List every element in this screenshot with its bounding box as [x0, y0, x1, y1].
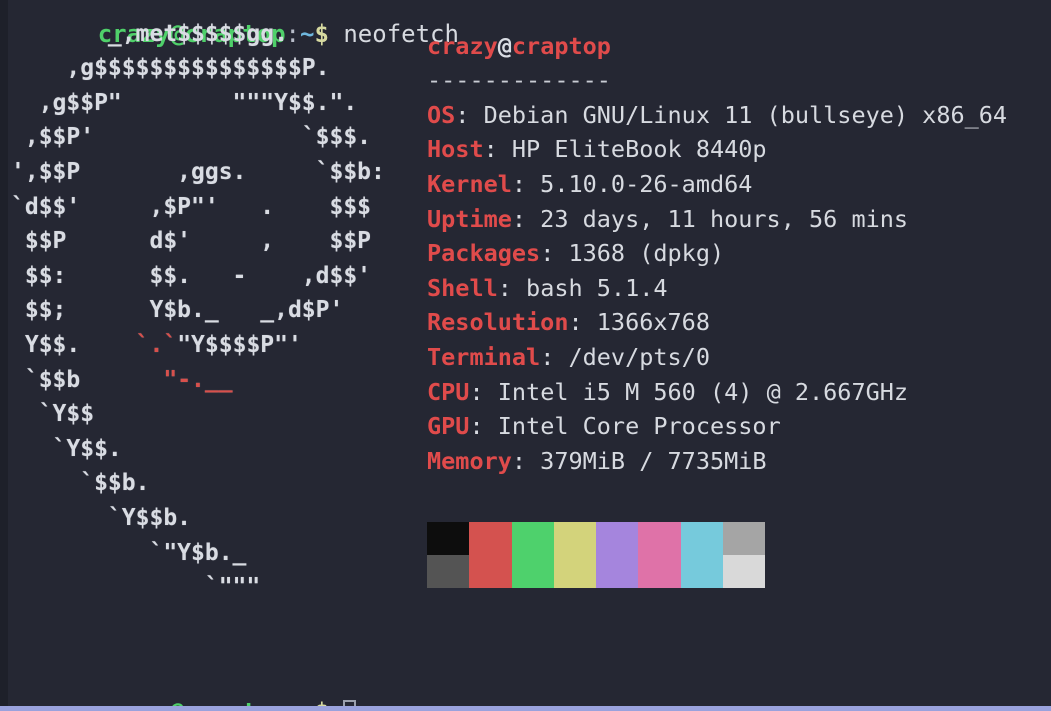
neofetch-output: _,met$$$$$gg. ,g$$$$$$$$$$$$$$$P. ,g$$P"…	[0, 17, 1051, 612]
ascii-art-line: ,g$$$$$$$$$$$$$$$P.	[11, 55, 330, 82]
info-value: : 23 days, 11 hours, 56 mins	[511, 204, 909, 233]
info-row: CPU: Intel i5 M 560 (4) @ 2.667GHz	[427, 375, 1047, 410]
info-value: : HP EliteBook 8440p	[483, 135, 767, 164]
ascii-art-line: `Y$$.	[11, 435, 122, 462]
ascii-art-line: `d$$' ,$P"' . $$$	[11, 193, 372, 220]
ascii-art-line: ',$$P ,ggs. `$$b:	[11, 158, 385, 185]
info-value: : Intel Core Processor	[469, 412, 781, 441]
palette-swatch-normal-1	[469, 521, 512, 555]
info-header-host: craptop	[511, 31, 611, 60]
bottom-prompt-colon: :	[286, 698, 300, 706]
palette-swatch-normal-3	[553, 521, 596, 555]
ascii-art-line: $$; Y$b._ _,d$P'	[11, 297, 344, 324]
palette-swatch-bright-5	[638, 554, 681, 588]
info-key: Host	[427, 135, 484, 164]
palette-swatch-normal-2	[511, 521, 554, 555]
info-row: Memory: 379MiB / 7735MiB	[427, 444, 1047, 479]
ascii-art-line: $$P d$' , $$P	[11, 228, 372, 255]
terminal-left-gutter	[0, 0, 8, 706]
bottom-prompt-dollar: $	[314, 698, 328, 706]
info-value: : Debian GNU/Linux 11 (bullseye) x86_64	[455, 100, 1008, 129]
color-palette-block	[427, 521, 765, 588]
bottom-prompt-user-host: crazy@craptop	[98, 698, 286, 706]
info-key: Packages	[427, 239, 541, 268]
info-row: Shell: bash 5.1.4	[427, 271, 1047, 306]
info-rows: OS: Debian GNU/Linux 11 (bullseye) x86_6…	[427, 98, 1047, 479]
info-row: Host: HP EliteBook 8440p	[427, 132, 1047, 167]
palette-swatch-bright-7	[722, 554, 765, 588]
info-row: GPU: Intel Core Processor	[427, 409, 1047, 444]
entered-command: neofetch	[343, 19, 459, 48]
ascii-art-line: `Y$$b.	[11, 504, 192, 531]
palette-swatch-normal-0	[427, 521, 470, 555]
info-key: Memory	[427, 446, 512, 475]
info-rule: -------------	[427, 63, 1047, 98]
ascii-art-line: `"Y$b._	[11, 539, 247, 566]
info-header: crazy@craptop	[427, 29, 1047, 64]
palette-swatch-bright-3	[553, 554, 596, 588]
ascii-art-line: `$$b "-.__	[11, 366, 233, 393]
ascii-art-line: _,met$$$$$gg.	[11, 20, 288, 47]
ascii-art-line: $$: $$. - ,d$$'	[11, 262, 372, 289]
bottom-prompt-line[interactable]: crazy@craptop:~$	[0, 660, 357, 706]
info-key: Resolution	[427, 308, 569, 337]
palette-swatch-normal-4	[596, 521, 639, 555]
palette-swatch-normal-5	[638, 521, 681, 555]
info-value: : 379MiB / 7735MiB	[511, 446, 767, 475]
prompt-colon: :	[285, 19, 300, 48]
info-row: Packages: 1368 (dpkg)	[427, 236, 1047, 271]
info-value: : 1368 (dpkg)	[540, 239, 725, 268]
ascii-art-line: `$$b.	[11, 470, 150, 497]
ascii-art-block: _,met$$$$$gg. ,g$$$$$$$$$$$$$$$P. ,g$$P"…	[11, 17, 421, 605]
info-value: : Intel i5 M 560 (4) @ 2.667GHz	[469, 377, 909, 406]
prompt-user-host: crazy@craptop	[97, 19, 286, 48]
info-row: Uptime: 23 days, 11 hours, 56 mins	[427, 202, 1047, 237]
palette-swatch-normal-6	[680, 521, 723, 555]
palette-swatch-bright-6	[680, 554, 723, 588]
info-key: Terminal	[427, 343, 541, 372]
ascii-art-line: `Y$$	[11, 401, 95, 428]
info-rule-text: -------------	[427, 66, 611, 95]
prompt-dollar: $	[314, 19, 329, 48]
info-key: Uptime	[427, 204, 512, 233]
info-row: OS: Debian GNU/Linux 11 (bullseye) x86_6…	[427, 98, 1047, 133]
palette-swatch-bright-4	[596, 554, 639, 588]
info-row: Kernel: 5.10.0-26-amd64	[427, 167, 1047, 202]
palette-swatch-bright-2	[511, 554, 554, 588]
info-row: Resolution: 1366x768	[427, 305, 1047, 340]
info-key: OS	[427, 100, 456, 129]
info-row: Terminal: /dev/pts/0	[427, 340, 1047, 375]
text-cursor[interactable]	[343, 699, 357, 706]
info-value: : bash 5.1.4	[497, 273, 668, 302]
command-prompt-line: crazy@craptop:~$ neofetch	[0, 0, 1051, 48]
info-value: : 1366x768	[568, 308, 710, 337]
info-key: CPU	[427, 377, 470, 406]
system-info-block: crazy@craptop ------------- OS: Debian G…	[427, 29, 1047, 479]
palette-swatch-normal-7	[722, 521, 765, 555]
palette-swatch-bright-1	[469, 554, 512, 588]
palette-swatch-bright-0	[427, 554, 470, 588]
ascii-art-line: ,$$P' `$$$.	[11, 124, 372, 151]
info-header-user: crazy	[427, 31, 498, 60]
info-key: Kernel	[427, 170, 512, 199]
info-value: : 5.10.0-26-amd64	[511, 170, 753, 199]
palette-row-bright	[427, 554, 765, 588]
info-key: Shell	[427, 273, 498, 302]
ascii-art-line: Y$$. `.`"Y$$$$P"'	[11, 331, 302, 358]
ascii-art-line: ,g$$P" """Y$$.".	[11, 89, 358, 116]
info-header-at: @	[497, 31, 512, 60]
info-value: : /dev/pts/0	[540, 343, 710, 372]
prompt-path: ~	[300, 19, 315, 48]
info-key: GPU	[427, 412, 470, 441]
bottom-prompt-path: ~	[300, 698, 314, 706]
ascii-art-line: `"""	[11, 574, 261, 601]
palette-row-normal	[427, 521, 765, 555]
